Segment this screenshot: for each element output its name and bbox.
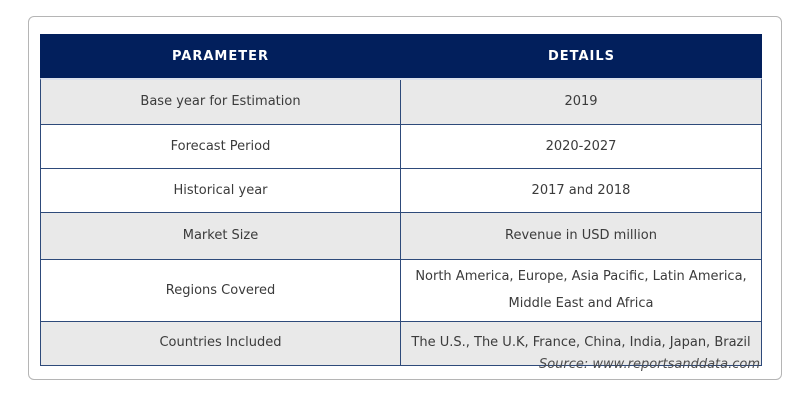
details-cell: North America, Europe, Asia Pacific, Lat…: [415, 269, 747, 312]
header-cell-parameter: PARAMETER: [171, 48, 270, 64]
table-row: Market Size Revenue in USD million: [41, 212, 761, 259]
source-attribution: Source: www.reportsanddata.com: [538, 357, 760, 372]
table-row: Historical year 2017 and 2018: [41, 168, 761, 212]
table-row: Base year for Estimation 2019: [41, 80, 761, 124]
parameter-cell: Base year for Estimation: [41, 80, 401, 124]
table-row: Countries Included The U.S., The U.K, Fr…: [41, 320, 761, 365]
parameter-cell: Market Size: [41, 213, 401, 259]
report-scope-card: PARAMETER DETAILS Base year for Estimati…: [28, 16, 782, 380]
table-row: Forecast Period 2020-2027: [41, 124, 761, 168]
parameter-cell: Forecast Period: [41, 125, 401, 168]
details-cell: 2017 and 2018: [531, 182, 631, 198]
table-row: Regions Covered North America, Europe, A…: [41, 259, 761, 321]
details-cell: 2020-2027: [545, 138, 617, 154]
scope-table: PARAMETER DETAILS Base year for Estimati…: [40, 34, 762, 366]
details-cell: The U.S., The U.K, France, China, India,…: [411, 335, 751, 351]
parameter-cell: Historical year: [41, 169, 401, 212]
table-body: Base year for Estimation 2019 Forecast P…: [40, 78, 762, 366]
parameter-cell: Countries Included: [41, 321, 401, 365]
header-cell-details: DETAILS: [547, 48, 616, 64]
details-cell: Revenue in USD million: [505, 228, 657, 244]
parameter-cell: Regions Covered: [41, 260, 401, 321]
details-cell: 2019: [564, 94, 598, 110]
table-header-row: PARAMETER DETAILS: [40, 34, 762, 78]
